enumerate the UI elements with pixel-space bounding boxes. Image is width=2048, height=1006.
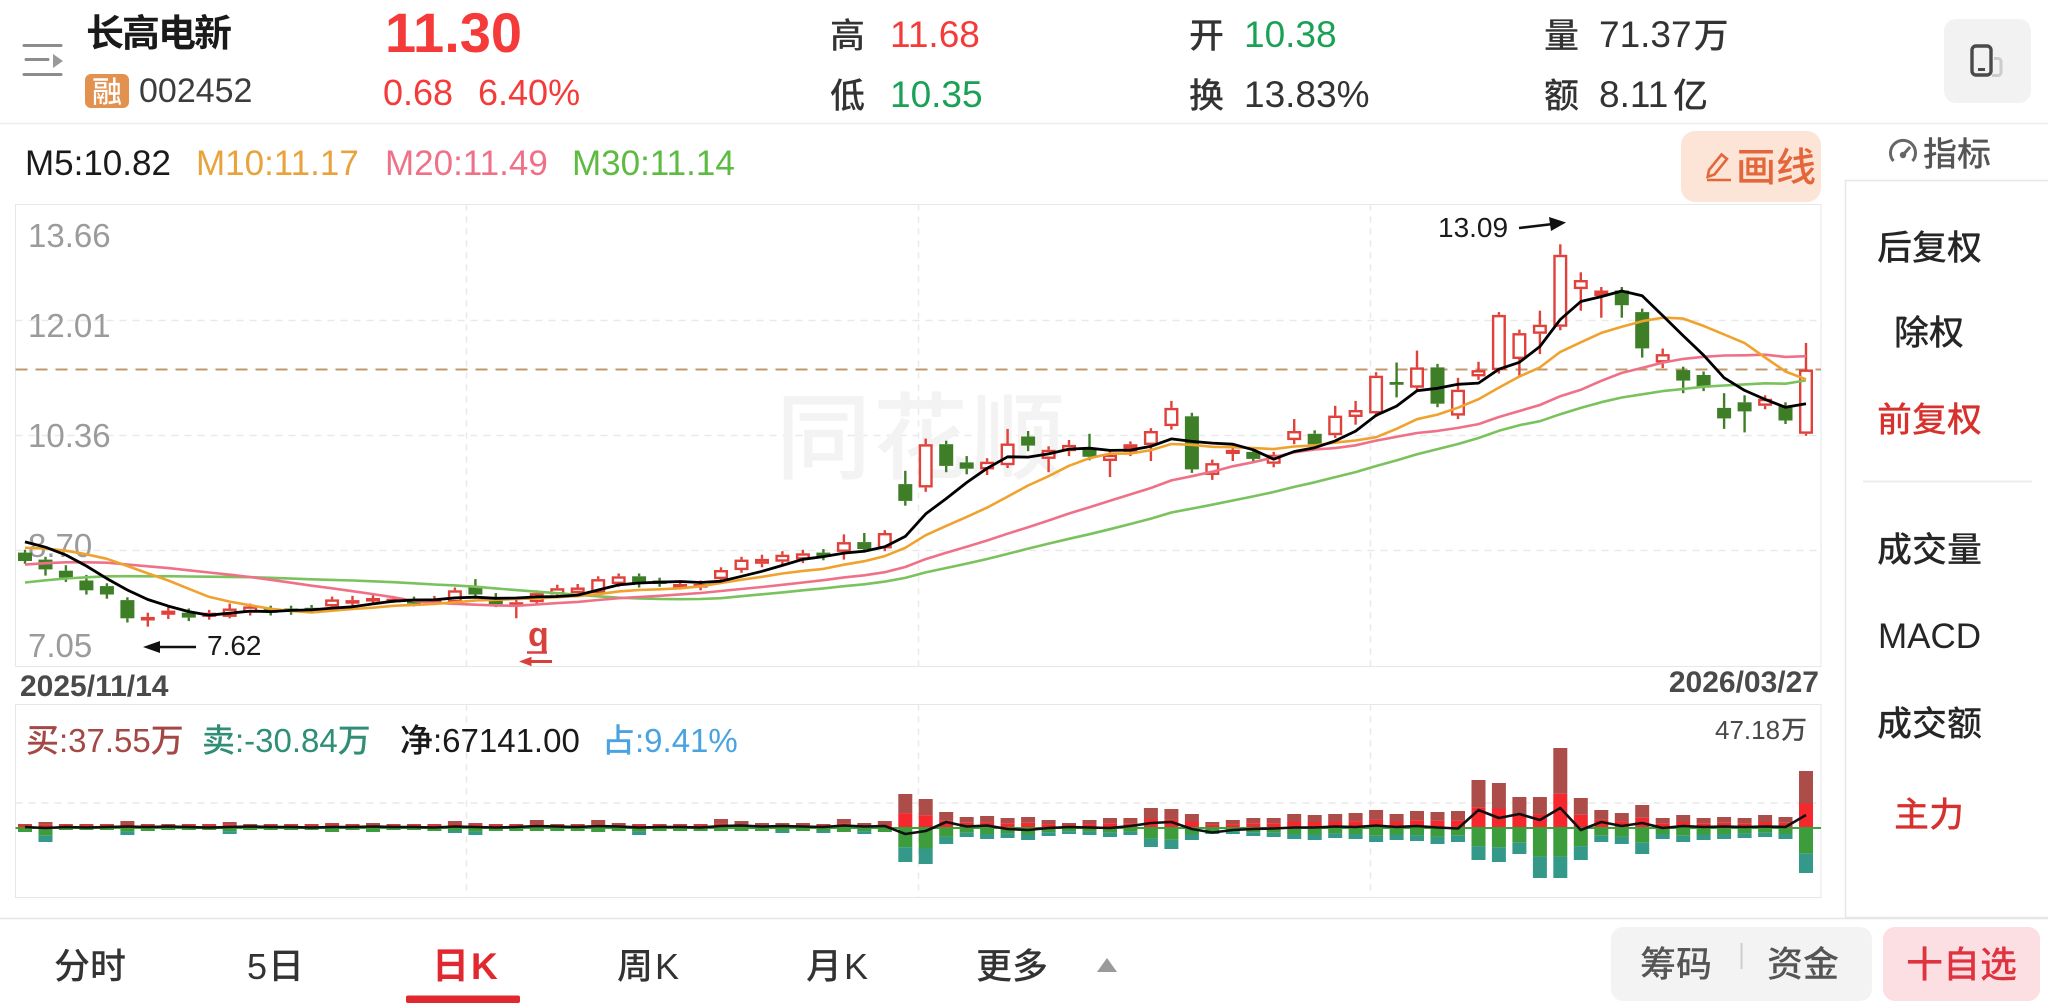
svg-text:M5:10.82: M5:10.82 bbox=[25, 144, 171, 183]
svg-text:K: K bbox=[471, 946, 498, 987]
svg-text:47.18: 47.18 bbox=[1715, 715, 1780, 745]
svg-text:M30:11.14: M30:11.14 bbox=[572, 144, 735, 183]
svg-text:M20:11.49: M20:11.49 bbox=[385, 144, 548, 183]
svg-text:10.38: 10.38 bbox=[1244, 14, 1337, 55]
svg-text:7.05: 7.05 bbox=[28, 627, 92, 664]
svg-text:0.68: 0.68 bbox=[383, 72, 453, 113]
svg-text:11.30: 11.30 bbox=[385, 1, 522, 64]
svg-text:13.66: 13.66 bbox=[28, 217, 111, 254]
svg-text:71.37: 71.37 bbox=[1599, 14, 1692, 55]
svg-text:q: q bbox=[528, 616, 549, 654]
svg-text:10.35: 10.35 bbox=[890, 74, 983, 115]
svg-text::9.41%: :9.41% bbox=[635, 722, 738, 759]
svg-text:2026/03/27: 2026/03/27 bbox=[1669, 666, 1819, 699]
svg-text:7.62: 7.62 bbox=[207, 630, 262, 661]
svg-text:002452: 002452 bbox=[139, 72, 252, 110]
svg-text:M10:11.17: M10:11.17 bbox=[196, 144, 359, 183]
svg-text:11.68: 11.68 bbox=[890, 14, 980, 55]
svg-text:12.01: 12.01 bbox=[28, 307, 111, 344]
svg-text:13.09: 13.09 bbox=[1438, 212, 1508, 243]
svg-text::-30.84: :-30.84 bbox=[235, 722, 338, 759]
svg-text:13.83%: 13.83% bbox=[1244, 74, 1370, 115]
svg-text::67141.00: :67141.00 bbox=[433, 722, 580, 759]
svg-text:K: K bbox=[844, 946, 868, 987]
svg-text::37.55: :37.55 bbox=[59, 722, 151, 759]
svg-text:2025/11/14: 2025/11/14 bbox=[20, 670, 169, 703]
svg-text:K: K bbox=[655, 946, 679, 987]
svg-text:5: 5 bbox=[247, 946, 267, 987]
svg-text:10.36: 10.36 bbox=[28, 417, 111, 454]
svg-text:8.11: 8.11 bbox=[1599, 74, 1668, 115]
svg-text:MACD: MACD bbox=[1878, 617, 1981, 656]
svg-text:6.40%: 6.40% bbox=[478, 72, 580, 113]
